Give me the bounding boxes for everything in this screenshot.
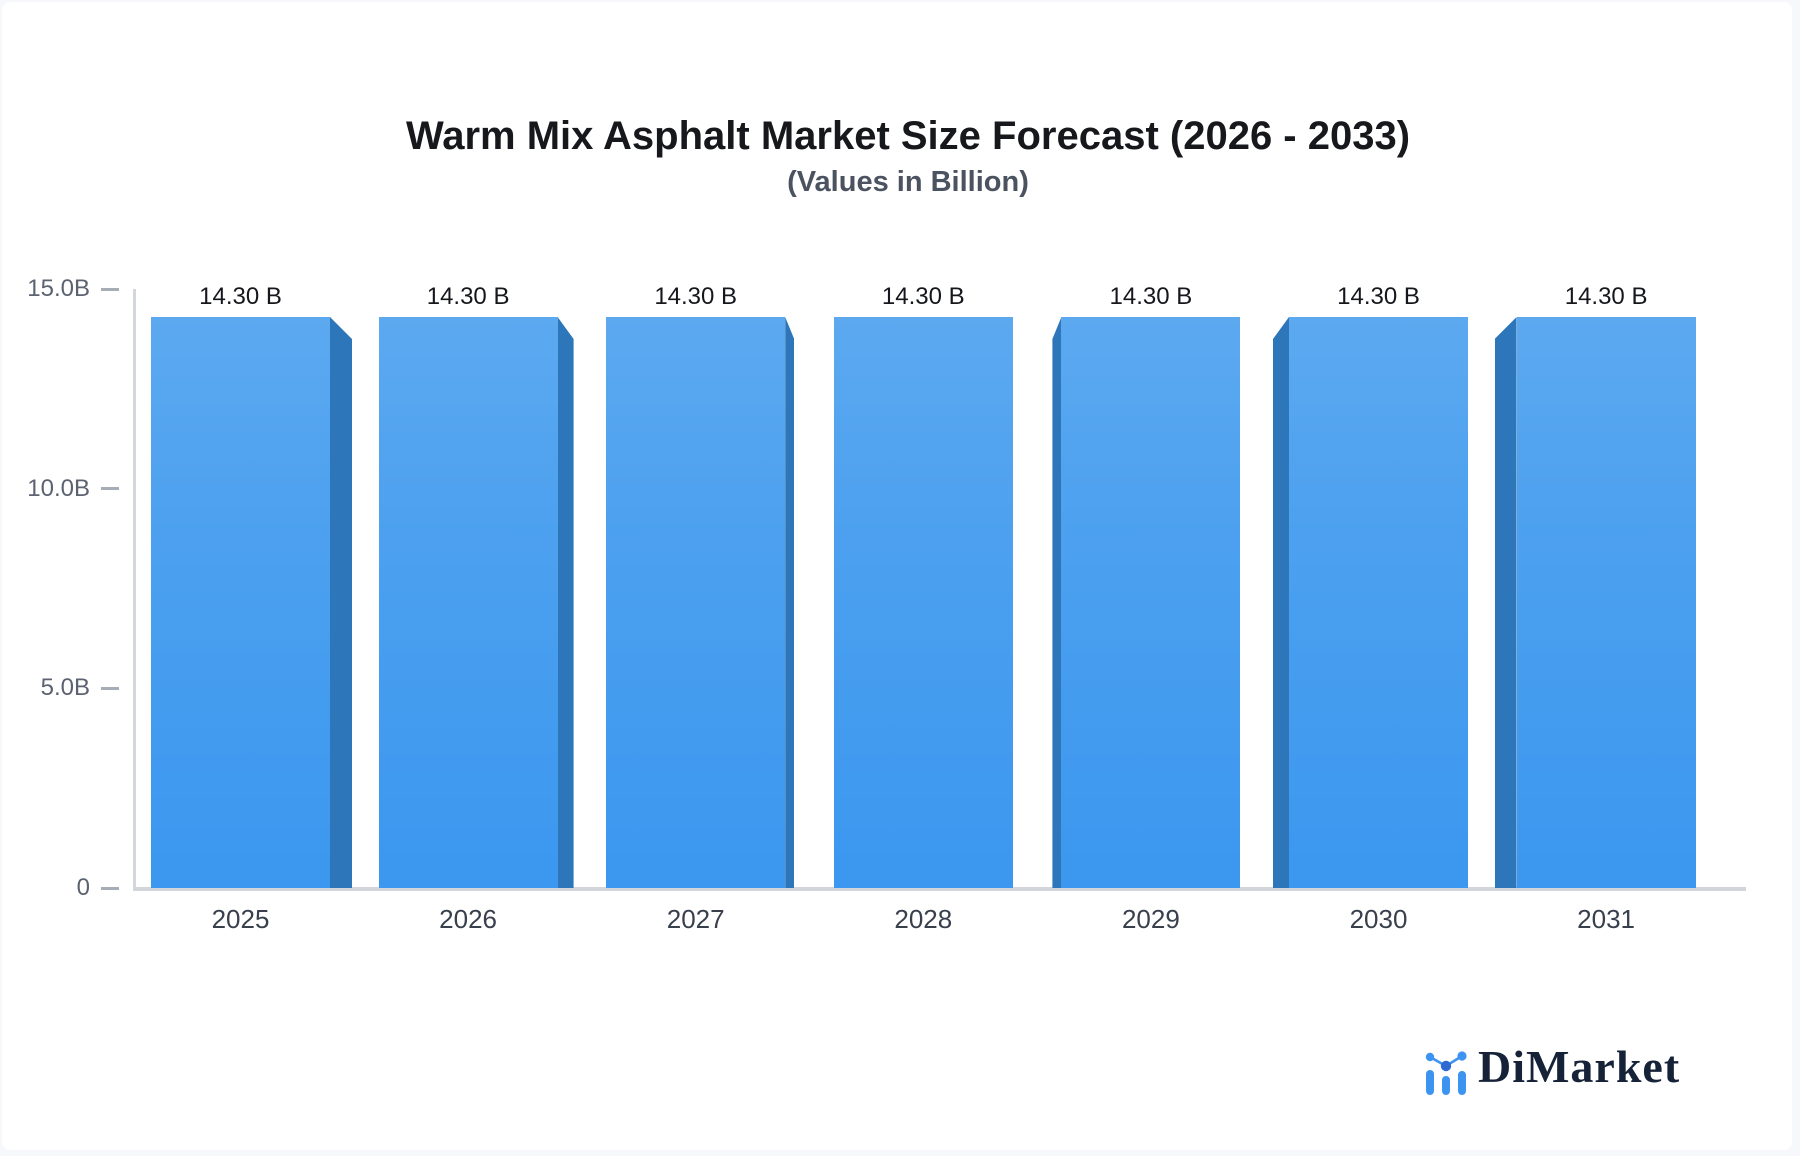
bar-2031[interactable] <box>1494 316 1696 888</box>
bar-2027[interactable] <box>606 316 795 888</box>
y-axis-tick-label: 15.0B <box>27 275 90 302</box>
bar-value-label: 14.30 B <box>654 282 738 310</box>
bar-value-label: 14.30 B <box>426 282 510 310</box>
bar-2028[interactable] <box>833 316 1013 888</box>
bar-2026[interactable] <box>378 316 574 888</box>
x-axis-label: 2026 <box>439 904 498 934</box>
bar-face[interactable] <box>378 316 558 888</box>
bar-side-face <box>1273 316 1289 888</box>
chart-title: Warm Mix Asphalt Market Size Forecast (2… <box>405 114 1411 158</box>
y-axis-tick-label: 10.0B <box>27 474 90 502</box>
bar-2025[interactable] <box>151 316 352 888</box>
x-axis-label: 2027 <box>666 904 725 934</box>
bar-face[interactable] <box>1516 316 1696 888</box>
x-axis-label: 2029 <box>1121 904 1180 934</box>
bar-face[interactable] <box>1061 316 1241 888</box>
bar-value-label: 14.30 B <box>199 282 282 310</box>
bar-side-face <box>330 316 352 888</box>
bar-2029[interactable] <box>1052 316 1241 888</box>
bar-face[interactable] <box>151 316 330 888</box>
y-axis-tick <box>101 287 119 291</box>
bar-face[interactable] <box>1289 316 1468 888</box>
bar-line-chart-icon <box>1425 1051 1467 1095</box>
y-axis-line <box>133 289 136 890</box>
x-axis-label: 2031 <box>1577 904 1636 934</box>
bar-value-label: 14.30 B <box>881 282 965 310</box>
y-axis-tick <box>101 686 119 690</box>
bar-side-face <box>785 316 795 888</box>
y-axis-tick-label: 0 <box>76 874 90 901</box>
x-axis-line <box>133 887 1746 891</box>
x-axis-label: 2028 <box>894 904 953 934</box>
bar-value-label: 14.30 B <box>1564 282 1648 310</box>
y-axis-tick <box>101 487 119 491</box>
y-axis-tick-label: 5.0B <box>40 674 90 702</box>
brand-logo-text: DiMarket <box>1478 1041 1681 1092</box>
bar-side-face <box>557 316 574 888</box>
bar-face[interactable] <box>833 316 1013 888</box>
bar-side-face <box>1052 316 1062 888</box>
bar-side-face <box>1494 316 1517 888</box>
y-axis-tick <box>101 886 119 890</box>
x-axis-label: 2025 <box>211 904 270 934</box>
chart-subtitle: (Values in Billion) <box>787 166 1029 198</box>
bar-value-label: 14.30 B <box>1337 282 1420 310</box>
x-axis-label: 2030 <box>1349 904 1408 934</box>
brand-logo: DiMarket <box>1423 1044 1680 1097</box>
bar-face[interactable] <box>606 316 786 888</box>
bar-value-label: 14.30 B <box>1109 282 1193 310</box>
bar-2030[interactable] <box>1273 316 1468 888</box>
